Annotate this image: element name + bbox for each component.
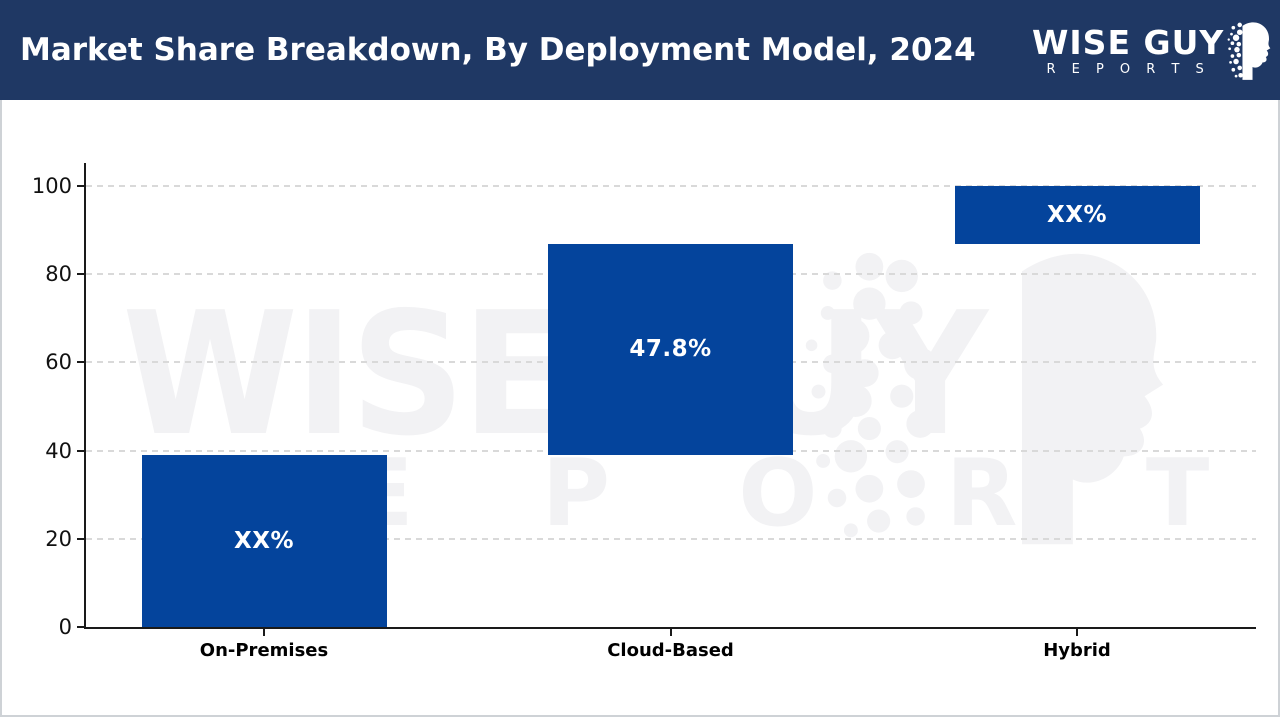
y-tick-label: 40 bbox=[45, 438, 72, 463]
y-axis-spine bbox=[84, 163, 86, 629]
bar-value-label: XX% bbox=[233, 527, 294, 554]
x-tick-mark bbox=[1076, 629, 1078, 636]
page-title: Market Share Breakdown, By Deployment Mo… bbox=[20, 32, 976, 68]
bar-value-label: 47.8% bbox=[629, 336, 712, 363]
header-bar: Market Share Breakdown, By Deployment Mo… bbox=[0, 0, 1280, 100]
bar-value-label: XX% bbox=[1046, 201, 1107, 228]
y-tick-label: 0 bbox=[58, 615, 72, 639]
x-category-label: On-Premises bbox=[199, 640, 329, 661]
y-tick-mark bbox=[77, 537, 84, 540]
x-axis-spine bbox=[84, 627, 1256, 629]
wiseguy-logo: WISE GUY R E P O R T S bbox=[1032, 6, 1272, 96]
frame-border-right bbox=[1278, 100, 1280, 717]
y-tick-label: 20 bbox=[45, 526, 72, 551]
y-tick-mark bbox=[77, 361, 84, 364]
x-tick-mark bbox=[669, 629, 672, 636]
bar-hybrid: XX% bbox=[954, 185, 1200, 244]
y-tick-mark bbox=[77, 184, 84, 187]
logo-face-icon bbox=[1227, 22, 1271, 80]
gridline bbox=[86, 537, 1256, 540]
x-tick-mark bbox=[263, 629, 265, 636]
y-tick-label: 80 bbox=[45, 262, 72, 286]
y-tick-mark bbox=[77, 626, 84, 628]
gridline bbox=[86, 184, 1256, 187]
frame-border-bottom bbox=[0, 715, 1280, 717]
logo-subtitle: R E P O R T S bbox=[1046, 62, 1210, 78]
y-tick-label: 60 bbox=[45, 350, 72, 375]
logo-wordmark: WISE GUY bbox=[1032, 22, 1225, 62]
logo-text: WISE GUY R E P O R T S bbox=[1032, 22, 1225, 78]
y-tick-mark bbox=[77, 449, 84, 452]
y-tick-mark bbox=[77, 273, 84, 275]
frame-border-left bbox=[0, 100, 2, 717]
x-category-label: Cloud-Based bbox=[607, 640, 734, 661]
bar-cloud-based: 47.8% bbox=[548, 243, 793, 455]
bar-on-premises: XX% bbox=[141, 454, 387, 627]
y-tick-label: 100 bbox=[31, 173, 72, 198]
x-category-label: Hybrid bbox=[1043, 640, 1111, 661]
